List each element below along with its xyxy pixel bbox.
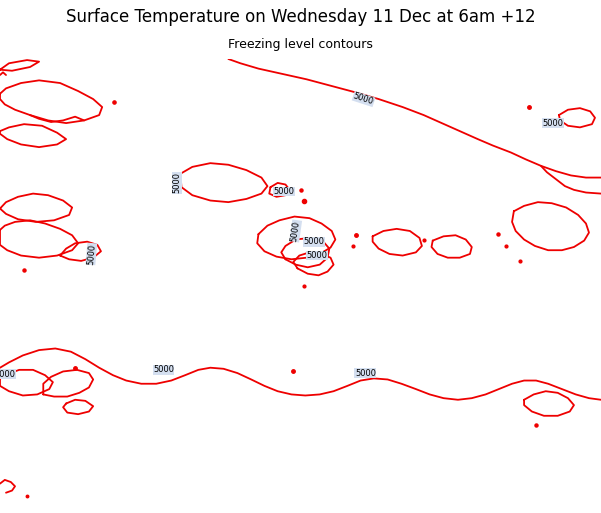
Text: Surface Temperature on Wednesday 11 Dec at 6am +12: Surface Temperature on Wednesday 11 Dec …: [66, 8, 535, 26]
Text: 5000: 5000: [0, 370, 15, 379]
Text: 5000: 5000: [543, 119, 563, 128]
Text: 5000: 5000: [352, 91, 375, 107]
Text: 5000: 5000: [173, 172, 182, 193]
Text: 5000: 5000: [290, 220, 302, 242]
Text: 5000: 5000: [86, 243, 97, 265]
Text: 5000: 5000: [307, 251, 328, 260]
Text: 5000: 5000: [355, 368, 376, 378]
Text: Freezing level contours: Freezing level contours: [228, 38, 373, 51]
Text: 5000: 5000: [153, 365, 174, 374]
Text: 5000: 5000: [304, 237, 324, 246]
Text: 5000: 5000: [273, 187, 294, 196]
